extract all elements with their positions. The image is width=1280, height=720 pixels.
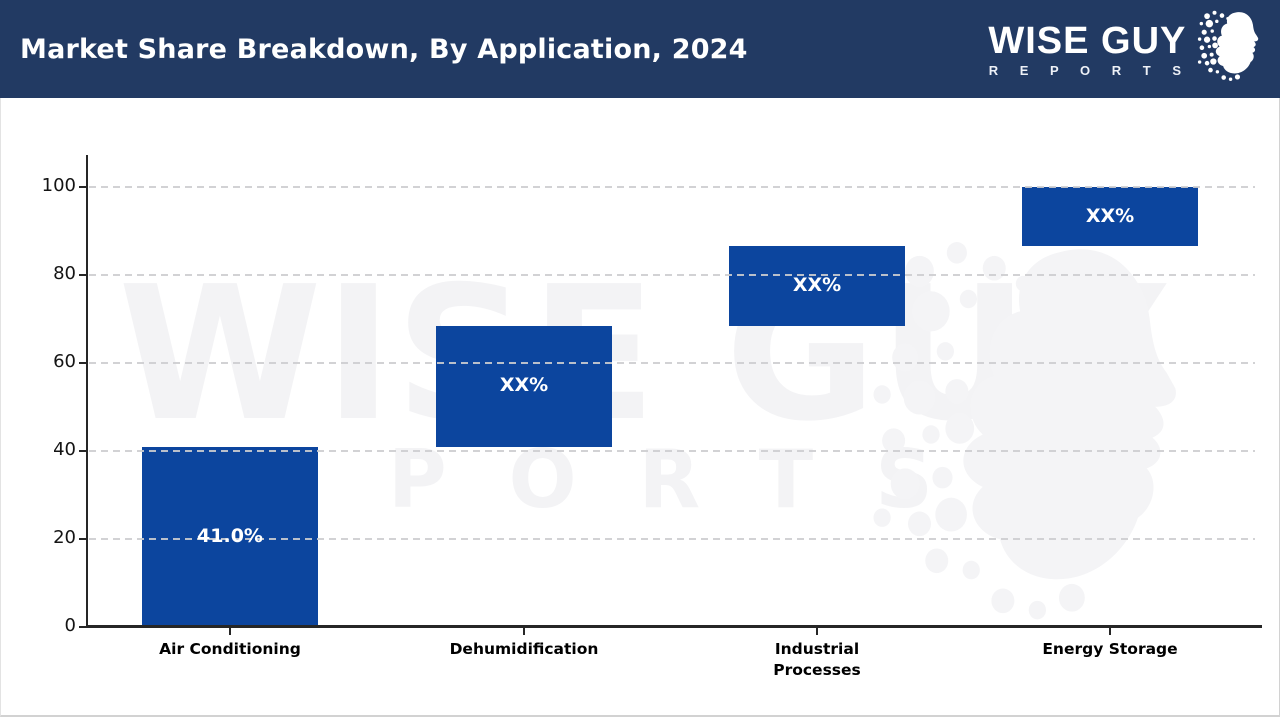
y-tick-label: 0 [64,615,76,636]
bar-value-label: 41.0% [197,524,263,547]
x-category-label: Industrial Processes [773,640,861,679]
y-tick [79,626,86,628]
bar-segment [436,325,612,447]
bar-segment [1022,187,1198,247]
x-tick [1109,628,1111,635]
y-gridline [89,362,1255,364]
y-tick-label: 100 [41,175,76,196]
bar-value-label: XX% [499,374,549,397]
y-tick [79,186,86,188]
wiseguy-face-icon [1197,10,1259,81]
y-tick [79,274,86,276]
y-gridline [89,274,1255,276]
logo-text: WISE GUY R E P O R T S [985,22,1190,78]
bar-segment [729,246,905,326]
y-tick-label: 60 [53,351,76,372]
x-axis-spine [86,625,1262,628]
logo-wordmark: WISE GUY [988,20,1187,62]
y-tick [79,450,86,452]
x-category-label: Air Conditioning [159,640,301,658]
x-tick [816,628,818,635]
x-category-label: Energy Storage [1042,640,1178,658]
page-title: Market Share Breakdown, By Application, … [20,33,748,65]
watermark-subtext: PORTS [388,433,995,526]
y-axis-spine [86,155,88,627]
y-gridline [89,186,1255,188]
y-tick [79,538,86,540]
bar-value-label: XX% [1085,204,1135,227]
logo-subtext: R E P O R T S [988,63,1190,78]
y-tick-label: 40 [53,439,76,460]
y-tick [79,362,86,364]
y-tick-label: 80 [53,263,76,284]
y-gridline [89,450,1255,452]
bar-value-label: XX% [792,274,842,296]
bar-segment [142,446,318,627]
y-gridline [89,538,1255,540]
y-tick-label: 20 [53,527,76,548]
header-bar: Market Share Breakdown, By Application, … [0,0,1280,98]
x-tick [523,628,525,635]
x-tick [229,628,231,635]
x-category-label: Dehumidification [449,640,599,658]
brand-logo: WISE GUY R E P O R T S [985,4,1266,96]
